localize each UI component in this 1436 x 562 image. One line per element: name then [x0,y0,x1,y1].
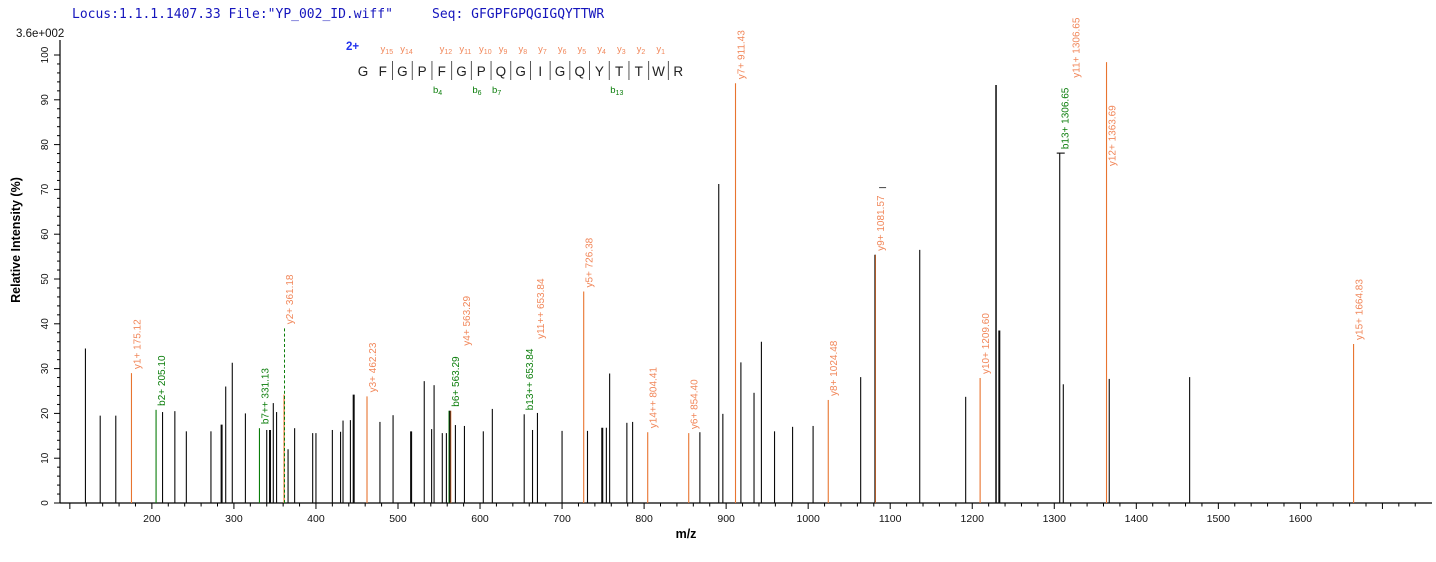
max-intensity-label: 3.6e+002 [16,28,64,40]
x-axis-tick-label: 1500 [1207,513,1231,525]
peak-label: y9+ 1081.57 [876,195,887,251]
y-axis-tick-label: 30 [40,363,51,375]
y-ion-label: y9 [499,44,508,56]
x-axis-tick-label: 700 [553,513,571,525]
y-axis-tick-label: 20 [40,407,51,419]
axes: 200 300 400 500 600 700 800 900 1000 1100 1200 1300… [40,40,1432,525]
sequence-residue: G [358,64,369,79]
header-sequence-label: Seq: GFGPFGPQGIGQYTTWR [432,7,604,22]
sequence-residue: Q [574,64,585,79]
peak-label: y3+ 462.23 [368,342,379,392]
x-axis-tick-label: 500 [389,513,407,525]
sequence-residue: Q [496,64,507,79]
peak-label: b6+ 563.29 [451,356,462,407]
sequence-residue: R [673,64,683,79]
x-axis-tick-label: 1600 [1289,513,1313,525]
peak-label: y2+ 361.18 [285,274,296,324]
y-ion-label: y10 [479,44,492,56]
peak-label: b13++ 653.84 [525,348,536,410]
peak-label: y12+ 1363.69 [1108,105,1119,166]
x-axis-tick-label: 600 [471,513,489,525]
x-axis-tick-label: 1400 [1125,513,1149,525]
x-axis-tick-label: 200 [143,513,161,525]
y-axis-tick-label: 100 [40,46,51,63]
y-ion-label: y8 [518,44,527,56]
y-ion-label: y2 [637,44,646,56]
y-ion-label: y3 [617,44,626,56]
peak-label: y4+ 563.29 [462,296,473,346]
y-axis-tick-label: 10 [40,452,51,464]
x-axis-tick-label: 300 [225,513,243,525]
sequence-residue: G [397,64,408,79]
y-ion-label: y14 [400,44,413,56]
y-axis-tick-label: 40 [40,318,51,330]
peaks [84,62,1355,503]
header-locus-file: Locus:1.1.1.1407.33 File:"YP_002_ID.wiff… [72,7,393,22]
y-axis-tick-label: 80 [40,139,51,151]
peak-label: b2+ 205.10 [157,355,168,406]
peak-label: y7+ 911.43 [737,30,748,79]
y-ion-label: y11 [459,44,471,56]
y-ion-label: y5 [578,44,587,56]
peak-label: y1+ 175.12 [132,319,143,369]
b-ion-label: b6 [472,85,481,97]
sequence-residue: Y [595,64,604,79]
x-axis-tick-label: 1300 [1043,513,1067,525]
precursor-charge-label: 2+ [346,41,359,53]
peak-label: y11+ 1306.65 [1072,17,1083,78]
sequence-residue: T [635,64,643,79]
y-axis-tick-label: 90 [40,94,51,106]
y-axis-tick-label: 60 [40,228,51,240]
peak-label: y6+ 854.40 [690,379,701,429]
y-axis-title: Relative Intensity (%) [9,177,23,303]
y-axis-tick-label: 70 [40,183,51,195]
sequence-residue: I [538,64,542,79]
y-ion-label: y1 [656,44,665,56]
y-ion-label: y15 [381,44,394,56]
sequence-residue: F [438,64,446,79]
y-ion-label: y4 [597,44,606,56]
b-ion-label: b7 [492,85,501,97]
x-axis-title: m/z [676,527,697,541]
sequence-residue: W [652,64,665,79]
peak-label: y11++ 653.84 [536,278,547,339]
sequence-residue: G [515,64,526,79]
b-ion-label: b4 [433,85,442,97]
y-ion-label: y7 [538,44,547,56]
peak-label: b7++ 331.13 [260,368,271,425]
sequence-residue: G [555,64,566,79]
y-axis-tick-label: 0 [40,500,51,506]
y-ion-label: y6 [558,44,567,56]
peak-label: y8+ 1024.48 [829,340,840,396]
peak-labels: y1+ 175.12 b2+ 205.10 b7++ 331.13 y2+ 361.1… [132,17,1365,429]
x-axis-tick-label: 1100 [879,513,902,525]
b-ion-label: b13 [610,85,623,97]
peak-label: y10+ 1209.60 [981,313,992,374]
x-axis-tick-label: 1000 [796,513,820,525]
y-axis-tick-label: 50 [40,273,51,285]
sequence-residue: P [477,64,486,79]
sequence-residue: F [379,64,387,79]
y-ion-label: y12 [440,44,453,56]
x-axis-tick-label: 900 [717,513,735,525]
x-axis-tick-label: 400 [307,513,325,525]
sequence-residue: P [418,64,427,79]
peak-label: b13+ 1306.65 [1061,87,1072,149]
sequence-residue: T [615,64,623,79]
x-axis-tick-label: 800 [635,513,653,525]
peak-label: y15+ 1664.83 [1355,279,1366,340]
x-axis-tick-label: 1200 [961,513,985,525]
peak-label: y5+ 726.38 [585,237,596,287]
sequence-residue: G [456,64,467,79]
peak-label: y14++ 804.41 [649,367,660,429]
